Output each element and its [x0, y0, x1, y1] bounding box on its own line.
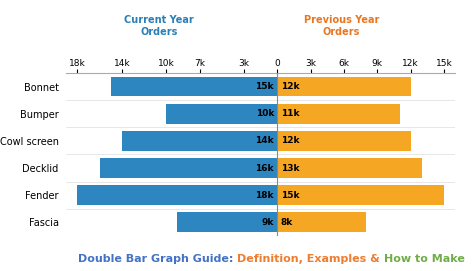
Text: How to Make: How to Make	[383, 254, 465, 264]
Bar	[100, 158, 277, 178]
Text: 15k: 15k	[281, 191, 299, 200]
Text: Double Bar Graph Guide:: Double Bar Graph Guide:	[78, 254, 237, 264]
Text: 15k: 15k	[255, 82, 274, 91]
Text: 8k: 8k	[281, 218, 293, 227]
Text: Current Year
Orders: Current Year Orders	[124, 15, 194, 37]
Text: 13k: 13k	[281, 163, 299, 173]
Bar	[277, 185, 444, 205]
Text: 10k: 10k	[255, 109, 274, 118]
Bar	[177, 212, 277, 232]
Text: 18k: 18k	[255, 191, 274, 200]
Bar	[277, 77, 410, 96]
Bar	[277, 104, 400, 124]
Bar	[122, 131, 277, 151]
Bar	[111, 77, 277, 96]
Text: Definition, Examples &: Definition, Examples &	[237, 254, 383, 264]
Text: 12k: 12k	[281, 82, 299, 91]
Text: 14k: 14k	[255, 136, 274, 146]
Text: 9k: 9k	[262, 218, 274, 227]
Text: Previous Year
Orders: Previous Year Orders	[303, 15, 379, 37]
Bar	[77, 185, 277, 205]
Bar	[277, 131, 410, 151]
Bar	[277, 158, 422, 178]
Text: 12k: 12k	[281, 136, 299, 146]
Bar	[166, 104, 277, 124]
Text: 11k: 11k	[281, 109, 299, 118]
Text: 16k: 16k	[255, 163, 274, 173]
Bar	[277, 212, 366, 232]
